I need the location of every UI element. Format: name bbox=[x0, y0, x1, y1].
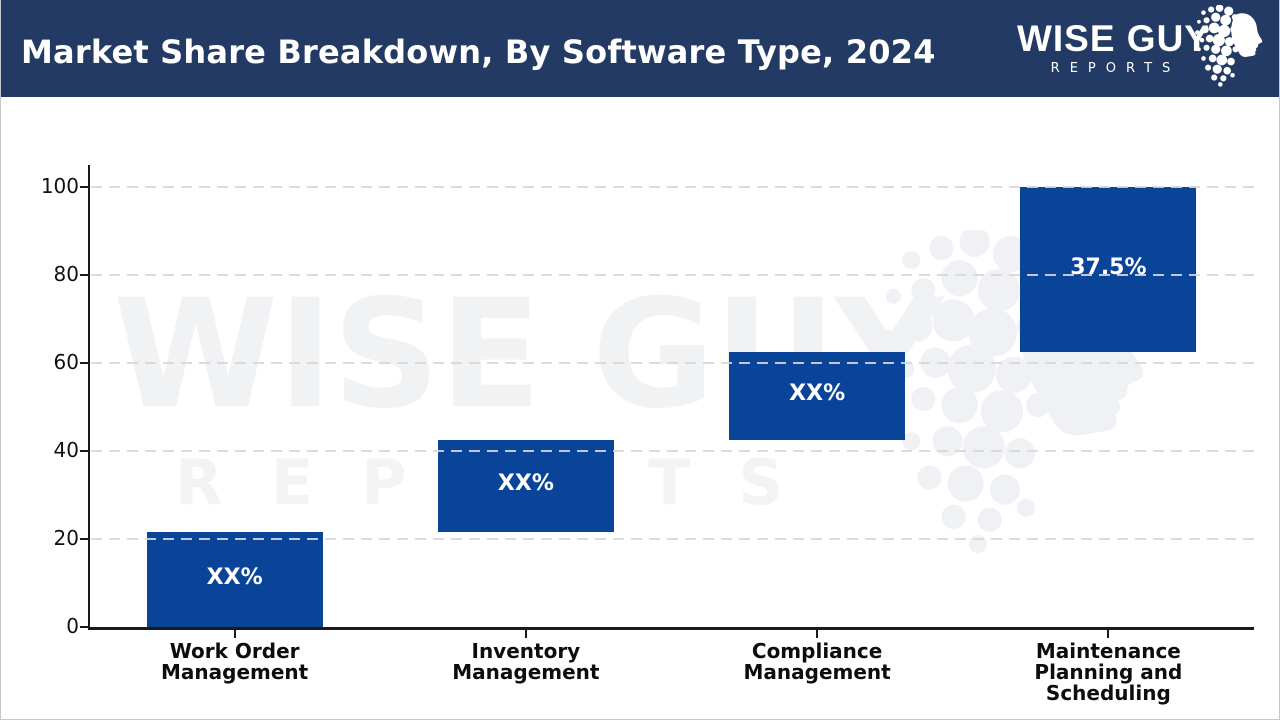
brand-name: WISE GUY bbox=[1016, 18, 1210, 59]
x-axis-line bbox=[88, 627, 1254, 630]
gridline bbox=[91, 186, 1254, 188]
bar-segment bbox=[729, 352, 906, 440]
x-axis-category-label: Compliance Management bbox=[667, 641, 967, 683]
bar-segment bbox=[146, 532, 323, 627]
gridline bbox=[91, 450, 1254, 452]
x-axis-tick bbox=[816, 630, 819, 638]
y-axis-tick-label: 100 bbox=[40, 174, 79, 198]
y-axis-tick bbox=[80, 274, 89, 276]
category-label-line: Management bbox=[161, 660, 309, 684]
gridline bbox=[91, 274, 1254, 276]
y-axis-tick bbox=[80, 538, 89, 540]
y-axis-tick bbox=[80, 626, 89, 628]
x-axis-category-label: Inventory Management bbox=[376, 641, 676, 683]
y-axis-tick bbox=[80, 362, 89, 364]
x-axis-category-label: Maintenance Planning and Scheduling bbox=[958, 641, 1258, 704]
x-axis-tick bbox=[233, 630, 236, 638]
y-axis-tick-label: 80 bbox=[53, 262, 79, 286]
brand-logo: WISE GUY REPORTS bbox=[1017, 5, 1270, 89]
bar-value-label: 37.5% bbox=[1070, 254, 1147, 280]
category-label-line: Work Order bbox=[169, 639, 300, 663]
y-axis-line bbox=[88, 165, 90, 630]
category-label-line: Maintenance bbox=[1035, 639, 1181, 663]
category-label-line: Compliance bbox=[751, 639, 883, 663]
category-label-line: Scheduling bbox=[1045, 681, 1171, 705]
x-axis-tick bbox=[1107, 630, 1110, 638]
header-bar: Market Share Breakdown, By Software Type… bbox=[1, 0, 1279, 97]
y-axis-tick bbox=[80, 186, 89, 188]
y-axis-tick-label: 0 bbox=[66, 614, 79, 638]
bar-value-label: XX% bbox=[789, 381, 846, 406]
gridline bbox=[91, 538, 1254, 540]
x-axis-tick bbox=[524, 630, 527, 638]
y-axis-tick-label: 20 bbox=[53, 526, 79, 550]
y-axis-tick-label: 60 bbox=[53, 350, 79, 374]
y-axis-tick-label: 40 bbox=[53, 438, 79, 462]
bar-segment bbox=[437, 440, 614, 533]
category-label-line: Management bbox=[452, 660, 600, 684]
x-axis-category-label: Work Order Management bbox=[85, 641, 385, 683]
chart-title: Market Share Breakdown, By Software Type… bbox=[21, 33, 936, 71]
bar-value-label: XX% bbox=[497, 471, 554, 497]
bar-value-label: XX% bbox=[206, 564, 263, 590]
gridline bbox=[91, 362, 1254, 364]
y-axis-tick bbox=[80, 450, 89, 452]
category-label-line: Inventory bbox=[471, 639, 581, 663]
category-label-line: Planning and bbox=[1034, 660, 1183, 684]
brand-subtitle: REPORTS bbox=[1050, 61, 1181, 76]
category-label-line: Management bbox=[743, 660, 891, 684]
